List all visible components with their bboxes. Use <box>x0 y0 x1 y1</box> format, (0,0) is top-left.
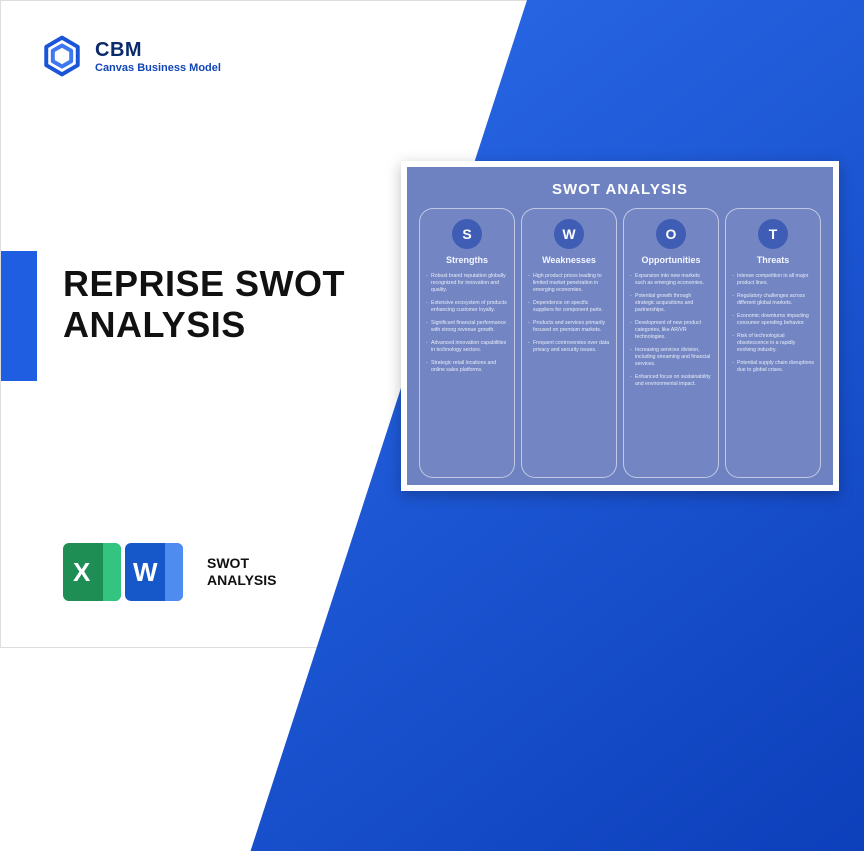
icons-label-line1: SWOT <box>207 555 277 572</box>
point: High product prices leading to limited m… <box>528 273 610 294</box>
circle-letter: W <box>554 219 584 249</box>
points-list: Intense competition in all major product… <box>732 273 814 374</box>
brand-tagline: Canvas Business Model <box>95 62 221 74</box>
category-label: Threats <box>732 255 814 265</box>
page-title: REPRISE SWOT ANALYSIS <box>63 263 443 346</box>
point: Advanced innovation capabilities in tech… <box>426 340 508 354</box>
swot-panel: SWOT ANALYSIS S Strengths Robust brand r… <box>401 161 839 491</box>
point: Expansion into new markets such as emerg… <box>630 273 712 287</box>
points-list: Expansion into new markets such as emerg… <box>630 273 712 388</box>
panel-title: SWOT ANALYSIS <box>419 181 821 198</box>
accent-bar <box>1 251 37 381</box>
circle-letter: T <box>758 219 788 249</box>
point: Extensive ecosystem of products enhancin… <box>426 300 508 314</box>
category-label: Opportunities <box>630 255 712 265</box>
point: Robust brand reputation globally recogni… <box>426 273 508 294</box>
points-list: Robust brand reputation globally recogni… <box>426 273 508 374</box>
icons-label-line2: ANALYSIS <box>207 572 277 589</box>
point: Potential growth through strategic acqui… <box>630 293 712 314</box>
category-label: Weaknesses <box>528 255 610 265</box>
brand-name: CBM <box>95 39 221 62</box>
point: Economic downturns impacting consumer sp… <box>732 313 814 327</box>
swot-col-strengths: S Strengths Robust brand reputation glob… <box>419 208 515 478</box>
excel-letter: X <box>73 557 90 588</box>
word-icon: W <box>125 543 183 601</box>
category-label: Strengths <box>426 255 508 265</box>
swot-col-weaknesses: W Weaknesses High product prices leading… <box>521 208 617 478</box>
point: Frequent controversies over data privacy… <box>528 340 610 354</box>
point: Regulatory challenges across different g… <box>732 293 814 307</box>
point: Enhanced focus on sustainability and env… <box>630 374 712 388</box>
swot-columns: S Strengths Robust brand reputation glob… <box>419 208 821 478</box>
icons-label: SWOT ANALYSIS <box>207 555 277 589</box>
point: Significant financial performance with s… <box>426 320 508 334</box>
cbm-logo-icon <box>41 35 83 77</box>
circle-letter: O <box>656 219 686 249</box>
circle-letter: S <box>452 219 482 249</box>
point: Dependence on specific suppliers for com… <box>528 300 610 314</box>
logo-block: CBM Canvas Business Model <box>41 35 221 77</box>
icons-row: X W SWOT ANALYSIS <box>63 543 277 601</box>
point: Potential supply chain disruptions due t… <box>732 360 814 374</box>
excel-icon: X <box>63 543 121 601</box>
point: Products and services primarily focused … <box>528 320 610 334</box>
point: Intense competition in all major product… <box>732 273 814 287</box>
swot-col-opportunities: O Opportunities Expansion into new marke… <box>623 208 719 478</box>
point: Increasing services division, including … <box>630 347 712 368</box>
point: Development of new product categories, l… <box>630 320 712 341</box>
points-list: High product prices leading to limited m… <box>528 273 610 354</box>
point: Strategic retail locations and online sa… <box>426 360 508 374</box>
word-letter: W <box>133 557 158 588</box>
point: Risk of technological obsolescence in a … <box>732 333 814 354</box>
swot-col-threats: T Threats Intense competition in all maj… <box>725 208 821 478</box>
